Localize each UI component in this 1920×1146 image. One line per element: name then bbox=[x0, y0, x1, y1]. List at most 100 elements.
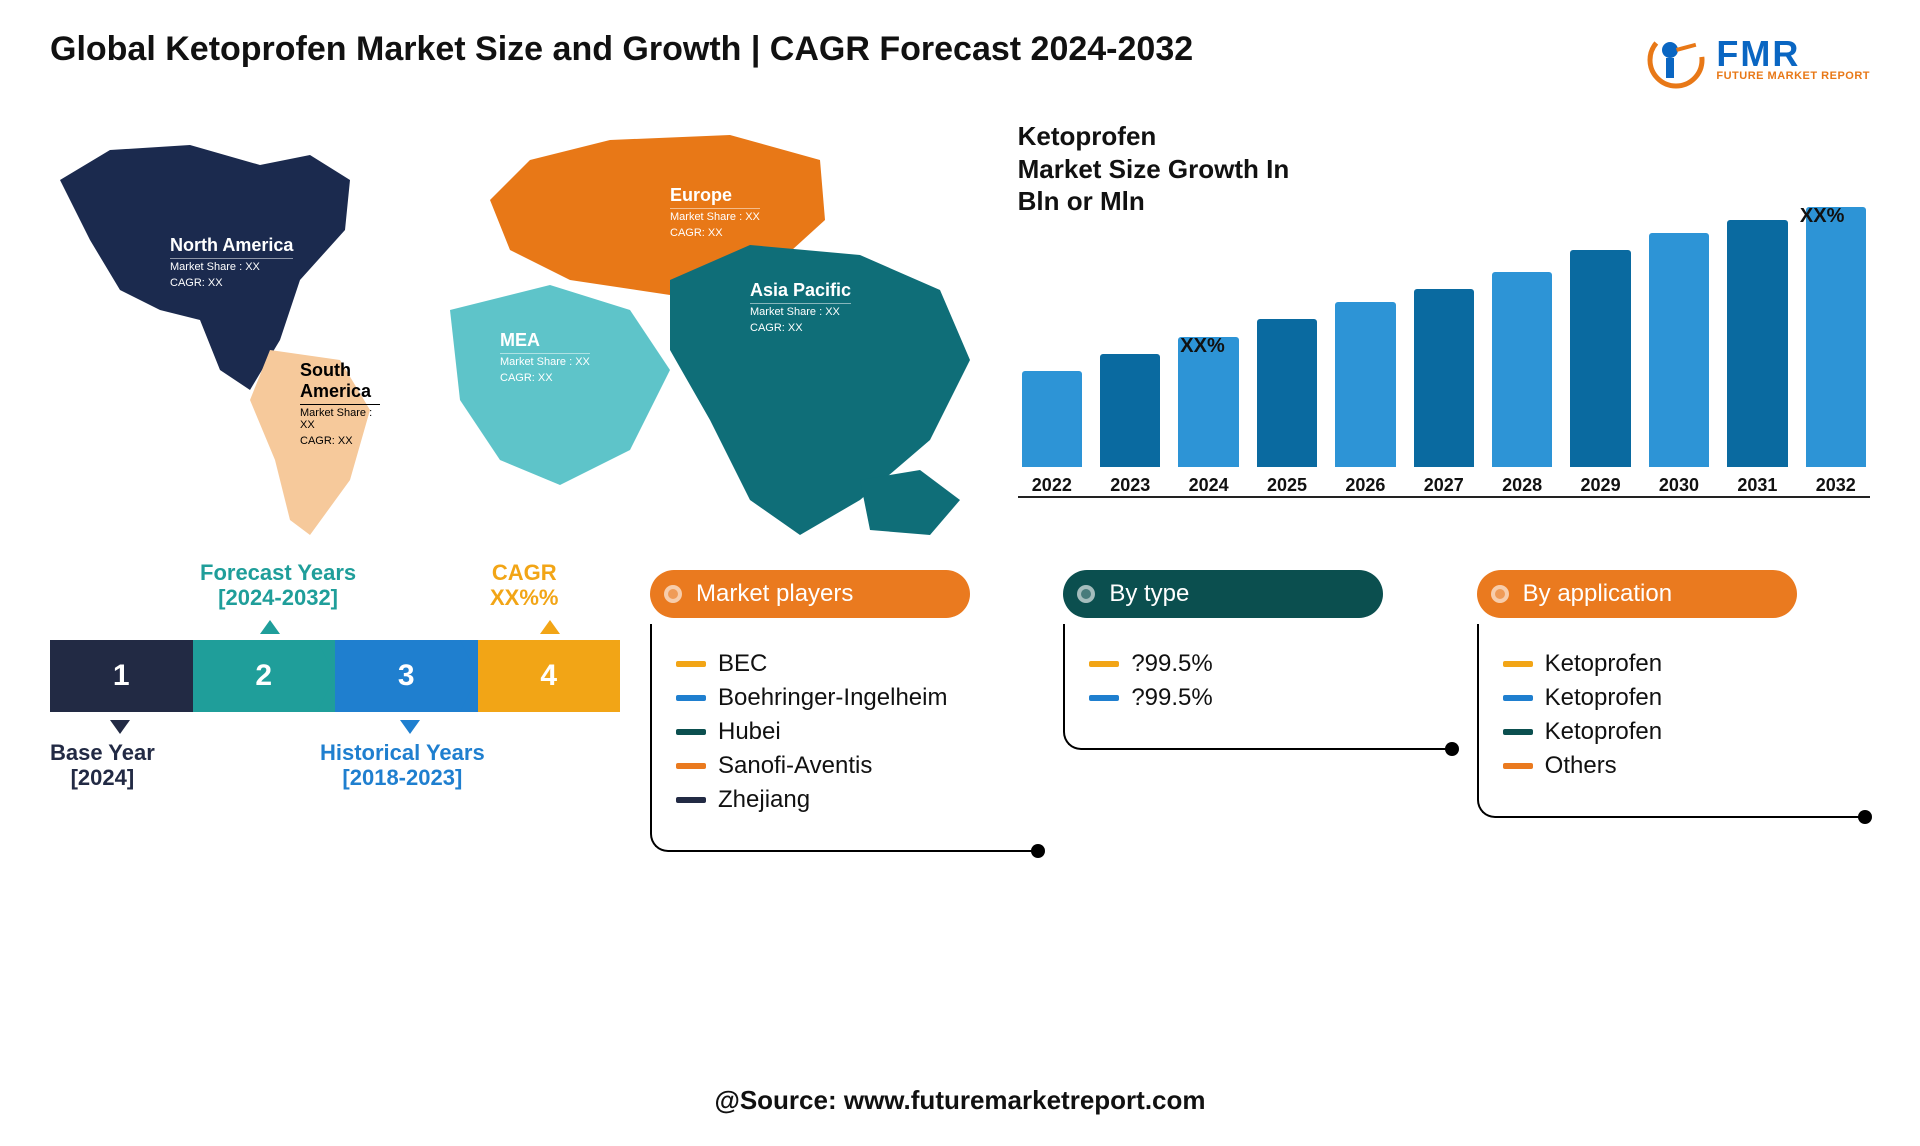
arrow-icon bbox=[110, 720, 130, 734]
region-cagr: CAGR: XX bbox=[500, 370, 590, 384]
bar: 2030 bbox=[1649, 233, 1709, 496]
swatch-icon bbox=[1089, 695, 1119, 701]
item-text: Sanofi-Aventis bbox=[718, 752, 872, 780]
logo-text: FMR bbox=[1716, 38, 1870, 70]
bar-rect bbox=[1649, 233, 1709, 467]
bar-rect bbox=[1100, 354, 1160, 467]
world-map: North America Market Share : XX CAGR: XX… bbox=[50, 120, 988, 520]
list-item: Boehringer-Ingelheim bbox=[676, 684, 1033, 712]
swatch-icon bbox=[676, 797, 706, 803]
bar: 2025 bbox=[1257, 319, 1317, 495]
pill-title: By type bbox=[1109, 580, 1189, 608]
item-text: Ketoprofen bbox=[1545, 650, 1662, 678]
list-item: Zhejiang bbox=[676, 786, 1033, 814]
region-mea: MEA Market Share : XX CAGR: XX bbox=[430, 280, 680, 490]
region-cagr: CAGR: XX bbox=[170, 275, 293, 289]
list-box: ?99.5% ?99.5% bbox=[1063, 624, 1456, 750]
region-label: Europe bbox=[670, 185, 760, 206]
region-south-america: South America Market Share : XX CAGR: XX bbox=[240, 350, 380, 540]
item-text: Zhejiang bbox=[718, 786, 810, 814]
bar-rect bbox=[1727, 220, 1787, 467]
swatch-icon bbox=[676, 695, 706, 701]
dot-icon bbox=[1491, 585, 1509, 603]
arrow-icon bbox=[540, 620, 560, 634]
list-box: Ketoprofen Ketoprofen Ketoprofen Others bbox=[1477, 624, 1870, 818]
annot-text: XX%% bbox=[490, 585, 558, 610]
region-label: Asia Pacific bbox=[750, 280, 851, 301]
timeline-segment: 2 bbox=[193, 640, 336, 712]
bar-year: 2032 bbox=[1816, 475, 1856, 496]
bar-year: 2027 bbox=[1424, 475, 1464, 496]
logo-subtext: FUTURE MARKET REPORT bbox=[1716, 70, 1870, 82]
list-box: BEC Boehringer-Ingelheim Hubei Sanofi-Avent… bbox=[650, 624, 1043, 852]
timeline-segment: 3 bbox=[335, 640, 478, 712]
chart-title-l3: Bln or Mln bbox=[1018, 186, 1145, 216]
category-column: By type ?99.5% ?99.5% bbox=[1063, 570, 1456, 852]
category-pill: By type bbox=[1063, 570, 1383, 618]
swatch-icon bbox=[1503, 695, 1533, 701]
region-share: Market Share : XX bbox=[750, 303, 851, 318]
bar-rect bbox=[1335, 302, 1395, 467]
bar: 2031 bbox=[1727, 220, 1787, 496]
category-pill: Market players bbox=[650, 570, 970, 618]
bar: 2026 bbox=[1335, 302, 1395, 496]
top-row: North America Market Share : XX CAGR: XX… bbox=[50, 120, 1870, 520]
region-share: Market Share : XX bbox=[300, 404, 380, 431]
swatch-icon bbox=[676, 661, 706, 667]
dot-icon bbox=[1077, 585, 1095, 603]
bar-year: 2030 bbox=[1659, 475, 1699, 496]
list-item: Ketoprofen bbox=[1503, 684, 1860, 712]
list-item: ?99.5% bbox=[1089, 650, 1446, 678]
bar-rect bbox=[1806, 207, 1866, 467]
swatch-icon bbox=[676, 763, 706, 769]
item-text: Hubei bbox=[718, 718, 781, 746]
page-title: Global Ketoprofen Market Size and Growth… bbox=[50, 30, 1193, 69]
bar: 2024 bbox=[1178, 337, 1238, 496]
bar-rect bbox=[1570, 250, 1630, 467]
pill-title: Market players bbox=[696, 580, 853, 608]
region-label: MEA bbox=[500, 330, 590, 351]
bar-year: 2024 bbox=[1189, 475, 1229, 496]
bar-year: 2023 bbox=[1110, 475, 1150, 496]
bar: 2032 bbox=[1806, 207, 1866, 496]
region-cagr: CAGR: XX bbox=[300, 433, 380, 447]
bar: 2022 bbox=[1022, 371, 1082, 495]
list-item: BEC bbox=[676, 650, 1033, 678]
item-text: ?99.5% bbox=[1131, 684, 1212, 712]
swatch-icon bbox=[1089, 661, 1119, 667]
swatch-icon bbox=[676, 729, 706, 735]
bar-year: 2025 bbox=[1267, 475, 1307, 496]
region-asia-pacific: Asia Pacific Market Share : XX CAGR: XX bbox=[660, 240, 990, 540]
list-item: Ketoprofen bbox=[1503, 718, 1860, 746]
item-text: BEC bbox=[718, 650, 767, 678]
annot-text: [2024] bbox=[50, 765, 155, 790]
pill-title: By application bbox=[1523, 580, 1672, 608]
bar-year: 2029 bbox=[1581, 475, 1621, 496]
region-cagr: CAGR: XX bbox=[750, 320, 851, 334]
bar-rect bbox=[1257, 319, 1317, 466]
list-item: Sanofi-Aventis bbox=[676, 752, 1033, 780]
bar-rect bbox=[1022, 371, 1082, 466]
category-column: By application KetoprofenKetoprofenKetop… bbox=[1477, 570, 1870, 852]
annot-text: [2024-2032] bbox=[200, 585, 356, 610]
list-item: Others bbox=[1503, 752, 1860, 780]
category-column: Market players BEC Boehringer-Ingelheim Hu… bbox=[650, 570, 1043, 852]
header: Global Ketoprofen Market Size and Growth… bbox=[50, 30, 1870, 90]
bar-value-label: XX% bbox=[1800, 205, 1844, 228]
bar-rect bbox=[1414, 289, 1474, 467]
bar-rect bbox=[1492, 272, 1552, 467]
bottom-row: Forecast Years [2024-2032] CAGR XX%% 123… bbox=[50, 570, 1870, 852]
arrow-icon bbox=[400, 720, 420, 734]
annot-text: [2018-2023] bbox=[320, 765, 485, 790]
bar: 2023 bbox=[1100, 354, 1160, 496]
annot-text: CAGR bbox=[490, 560, 558, 585]
source-text: @Source: www.futuremarketreport.com bbox=[0, 1085, 1920, 1116]
item-text: Others bbox=[1545, 752, 1617, 780]
swatch-icon bbox=[1503, 661, 1533, 667]
region-label: North America bbox=[170, 235, 293, 256]
arrow-icon bbox=[260, 620, 280, 634]
annot-text: Forecast Years bbox=[200, 560, 356, 585]
bar-year: 2022 bbox=[1032, 475, 1072, 496]
chart-title: Ketoprofen Market Size Growth In Bln or … bbox=[1018, 120, 1870, 218]
timeline-segment: 1 bbox=[50, 640, 193, 712]
